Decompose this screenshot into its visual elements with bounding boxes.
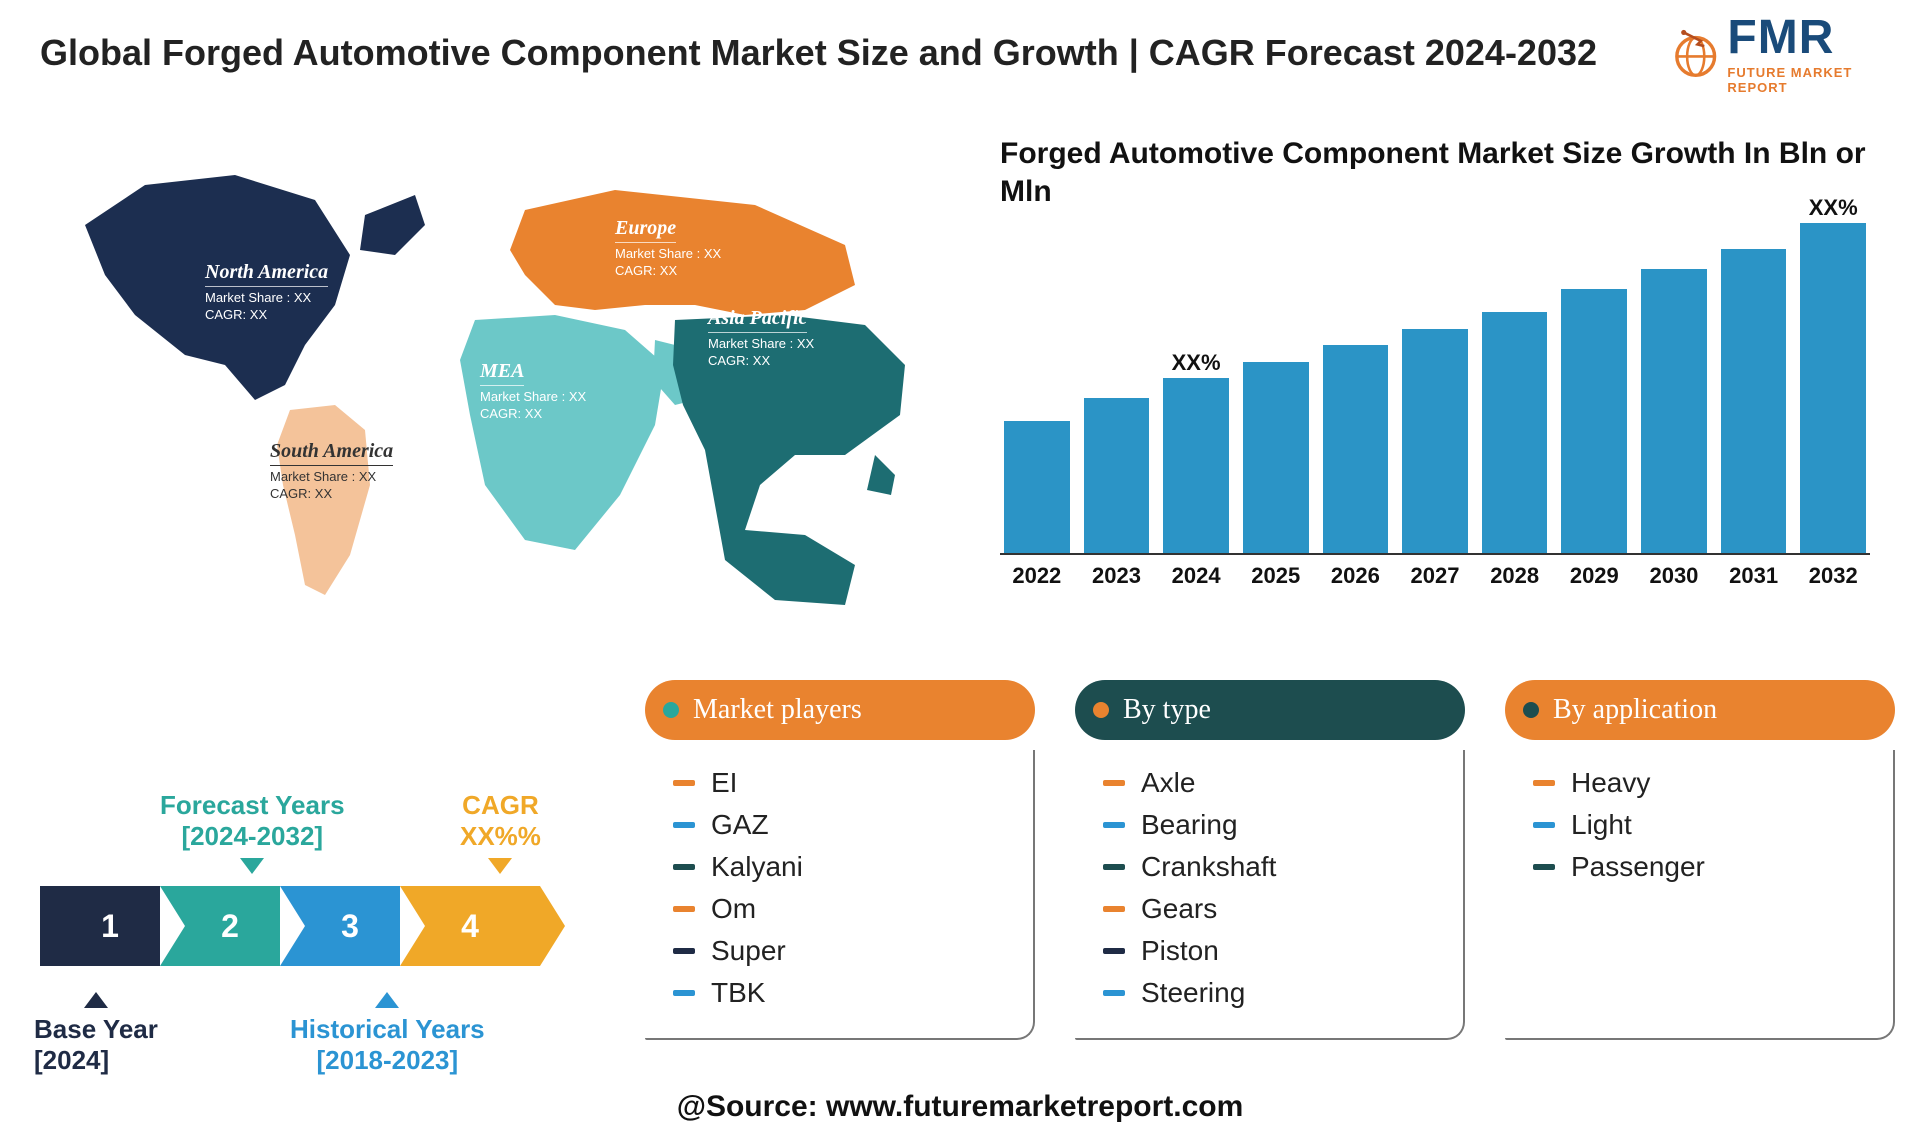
category-pill: Market players (645, 680, 1035, 740)
list-item: Light (1533, 804, 1881, 846)
list-item: Steering (1103, 972, 1451, 1014)
logo-subtitle: FUTURE MARKET REPORT (1727, 65, 1890, 95)
timeline-step-3: 3 (280, 886, 420, 966)
pill-dot-icon (663, 702, 679, 718)
timeline-row: 1234 (40, 886, 610, 966)
bar-2023 (1084, 398, 1150, 553)
bar-rect (1402, 329, 1468, 553)
label-eu: Europe Market Share : XXCAGR: XX (615, 217, 721, 280)
tl-hist-label: Historical Years [2018-2023] (290, 992, 485, 1076)
label-sa: South America Market Share : XXCAGR: XX (270, 440, 393, 503)
x-tick: 2028 (1482, 563, 1548, 589)
fmr-logo: FMR FUTURE MARKET REPORT (1670, 10, 1890, 95)
x-tick: 2031 (1721, 563, 1787, 589)
bar-2028 (1482, 312, 1548, 553)
x-tick: 2030 (1641, 563, 1707, 589)
bar-rect (1163, 378, 1229, 553)
page-title: Global Forged Automotive Component Marke… (40, 30, 1640, 77)
chart-title: Forged Automotive Component Market Size … (1000, 135, 1870, 210)
label-na: North America Market Share : XXCAGR: XX (205, 261, 328, 324)
bar-annotation: XX% (1172, 350, 1221, 376)
category-1: By type AxleBearingCrankshaftGearsPistonS… (1075, 680, 1465, 1040)
bar-rect (1641, 269, 1707, 553)
bar-2022 (1004, 421, 1070, 553)
list-item: Axle (1103, 762, 1451, 804)
list-item: Heavy (1533, 762, 1881, 804)
bar-rect (1482, 312, 1548, 553)
timeline-step-1: 1 (40, 886, 180, 966)
pill-title: By type (1123, 694, 1211, 726)
category-frame: EIGAZKalyaniOmSuperTBK (645, 750, 1035, 1040)
globe-icon (1670, 23, 1721, 83)
bar-2025 (1243, 362, 1309, 553)
bar-2029 (1561, 289, 1627, 553)
source-footer: @Source: www.futuremarketreport.com (0, 1090, 1920, 1124)
x-tick: 2029 (1561, 563, 1627, 589)
list-item: Kalyani (673, 846, 1021, 888)
bar-2027 (1402, 329, 1468, 553)
list-item: Gears (1103, 888, 1451, 930)
label-ap: Asia Pacific Market Share : XXCAGR: XX (708, 307, 814, 370)
x-tick: 2023 (1084, 563, 1150, 589)
page-header: Global Forged Automotive Component Marke… (40, 30, 1640, 77)
bar-rect (1800, 223, 1866, 553)
x-tick: 2025 (1243, 563, 1309, 589)
list-item: TBK (673, 972, 1021, 1014)
chart-area: XX%XX% (1000, 215, 1870, 555)
growth-bar-chart: Forged Automotive Component Market Size … (1000, 135, 1870, 605)
bar-rect (1004, 421, 1070, 553)
pill-dot-icon (1523, 702, 1539, 718)
bar-rect (1721, 249, 1787, 553)
bar-rect (1561, 289, 1627, 553)
bar-rect (1084, 398, 1150, 553)
category-list: AxleBearingCrankshaftGearsPistonSteering (1103, 762, 1451, 1014)
category-2: By application HeavyLightPassenger (1505, 680, 1895, 1040)
timeline-block: Forecast Years [2024-2032] CAGR XX%% 123… (40, 790, 610, 1082)
bar-2030 (1641, 269, 1707, 553)
pill-dot-icon (1093, 702, 1109, 718)
pill-title: By application (1553, 694, 1717, 726)
x-tick: 2022 (1004, 563, 1070, 589)
x-tick: 2032 (1800, 563, 1866, 589)
list-item: Crankshaft (1103, 846, 1451, 888)
world-map: North America Market Share : XXCAGR: XX … (55, 155, 945, 605)
x-tick: 2027 (1402, 563, 1468, 589)
list-item: GAZ (673, 804, 1021, 846)
category-columns: Market playersEIGAZKalyaniOmSuperTBKBy t… (645, 680, 1895, 1040)
tl-forecast-label: Forecast Years [2024-2032] (160, 790, 345, 874)
bar-2031 (1721, 249, 1787, 553)
list-item: EI (673, 762, 1021, 804)
chart-x-labels: 2022 2023 2024 2025 2026 2027 2028 2029 2030 2031… (1000, 555, 1870, 589)
category-frame: HeavyLightPassenger (1505, 750, 1895, 1040)
bar-2024: XX% (1163, 378, 1229, 553)
list-item: Passenger (1533, 846, 1881, 888)
category-list: HeavyLightPassenger (1533, 762, 1881, 888)
category-pill: By application (1505, 680, 1895, 740)
tl-cagr-label: CAGR XX%% (460, 790, 541, 874)
category-pill: By type (1075, 680, 1465, 740)
x-tick: 2026 (1323, 563, 1389, 589)
logo-abbr: FMR (1727, 10, 1890, 65)
bar-rect (1323, 345, 1389, 553)
pill-title: Market players (693, 694, 862, 726)
timeline-step-2: 2 (160, 886, 300, 966)
list-item: Om (673, 888, 1021, 930)
category-0: Market players EIGAZKalyaniOmSuperTBK (645, 680, 1035, 1040)
list-item: Piston (1103, 930, 1451, 972)
category-list: EIGAZKalyaniOmSuperTBK (673, 762, 1021, 1014)
label-mea: MEA Market Share : XXCAGR: XX (480, 360, 586, 423)
list-item: Bearing (1103, 804, 1451, 846)
bar-rect (1243, 362, 1309, 553)
bar-2032: XX% (1800, 223, 1866, 553)
list-item: Super (673, 930, 1021, 972)
category-frame: AxleBearingCrankshaftGearsPistonSteering (1075, 750, 1465, 1040)
timeline-step-4: 4 (400, 886, 540, 966)
bar-2026 (1323, 345, 1389, 553)
x-tick: 2024 (1163, 563, 1229, 589)
bar-annotation: XX% (1809, 195, 1858, 221)
tl-base-label: Base Year [2024] (34, 992, 158, 1076)
